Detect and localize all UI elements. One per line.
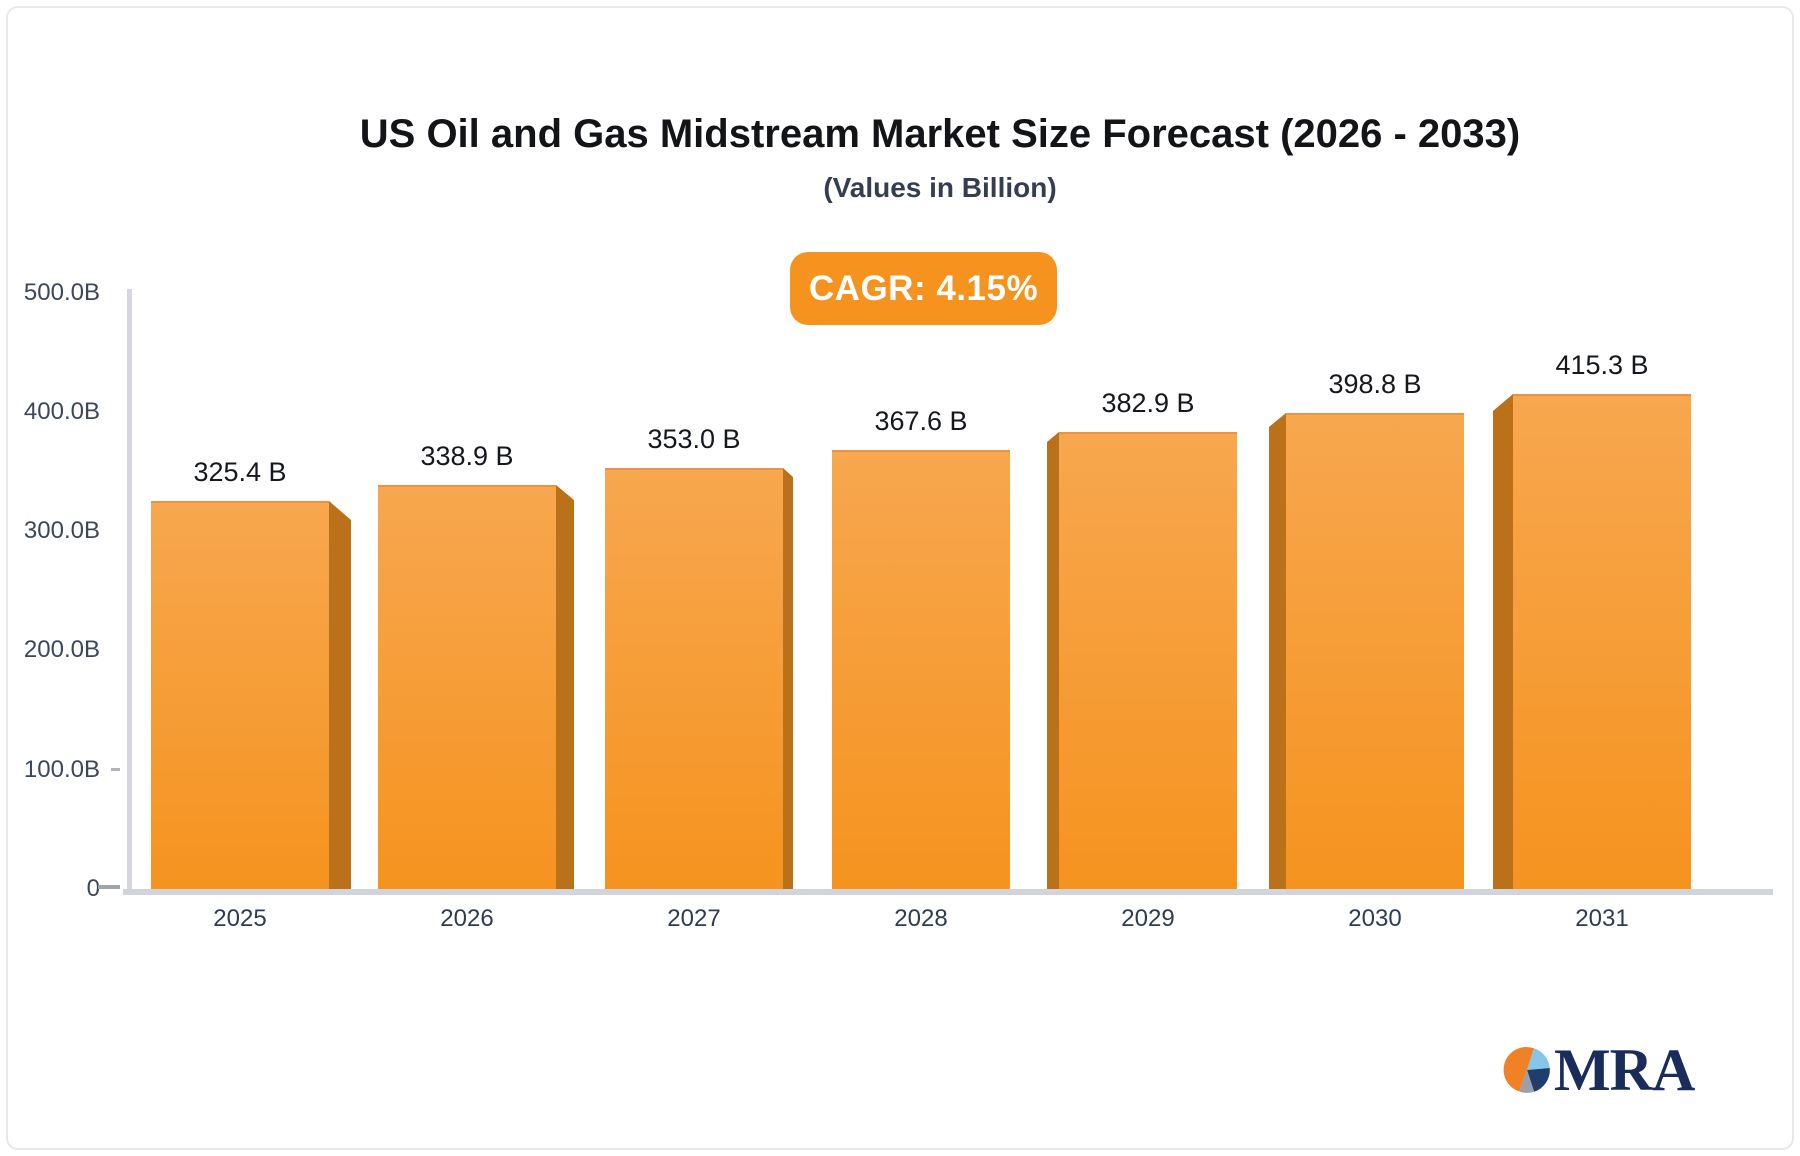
mra-logo: MRA — [1503, 1037, 1695, 1103]
bar-value-label: 415.3 B — [1555, 350, 1649, 380]
bar — [1059, 432, 1237, 889]
bar-side-face — [1047, 432, 1059, 889]
bar-side-face — [1493, 394, 1513, 889]
y-axis-tick-mark — [98, 885, 120, 889]
x-axis-label: 2028 — [894, 905, 948, 932]
logo-text: MRA — [1554, 1037, 1695, 1103]
bar — [832, 450, 1010, 889]
y-axis-tick-label: 400.0B — [23, 398, 100, 425]
chart-subtitle: (Values in Billion) — [823, 172, 1057, 203]
y-axis-tick-label: 500.0B — [23, 279, 100, 306]
y-axis-tick-label: 300.0B — [23, 517, 100, 544]
bar-value-label: 382.9 B — [1101, 388, 1195, 418]
bar — [1513, 394, 1691, 889]
bar-value-label: 398.8 B — [1328, 369, 1422, 399]
bar-value-label: 367.6 B — [874, 406, 968, 436]
bar-side-face — [329, 501, 351, 889]
x-axis-line — [123, 889, 1773, 895]
y-axis-tick-label: 200.0B — [23, 636, 100, 663]
bar — [605, 468, 783, 889]
x-axis-label: 2025 — [213, 905, 267, 932]
chart-title: US Oil and Gas Midstream Market Size For… — [359, 112, 1521, 156]
cagr-badge-label: CAGR: 4.15% — [808, 268, 1039, 308]
bar-side-face — [556, 485, 574, 889]
x-axis-label: 2031 — [1575, 905, 1629, 932]
y-axis-line — [127, 289, 132, 895]
bar-side-face — [783, 468, 793, 889]
bar-value-label: 338.9 B — [420, 441, 514, 471]
bar-value-label: 325.4 B — [193, 457, 287, 487]
bar-side-face — [1269, 413, 1286, 889]
x-axis-label: 2030 — [1348, 905, 1402, 932]
cagr-badge: CAGR: 4.15% — [790, 252, 1057, 325]
bar — [378, 485, 556, 889]
x-axis-label: 2029 — [1121, 905, 1175, 932]
x-axis-label: 2027 — [667, 905, 721, 932]
x-axis-label: 2026 — [440, 905, 494, 932]
y-axis-tick-label: 0 — [86, 875, 100, 902]
bar-value-label: 353.0 B — [647, 424, 741, 454]
pie-chart-logo-icon — [1503, 1046, 1550, 1093]
y-axis-tick-mark — [111, 768, 120, 771]
bar — [151, 501, 329, 889]
y-axis-tick-label: 100.0B — [23, 756, 100, 783]
bar — [1286, 413, 1464, 889]
